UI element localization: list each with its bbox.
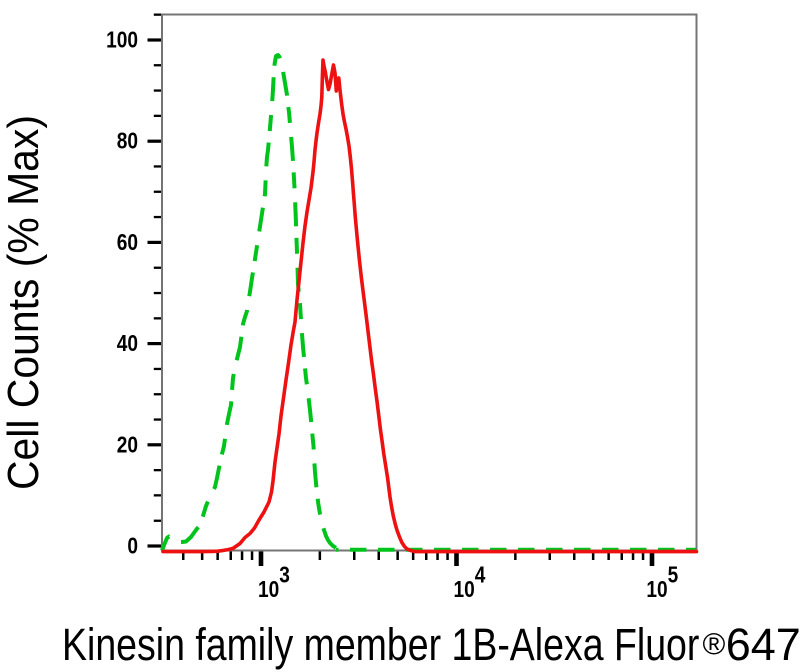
- svg-text:20: 20: [117, 432, 138, 458]
- svg-text:60: 60: [117, 229, 138, 255]
- svg-text:Kinesin family member 1B-Alexa: Kinesin family member 1B-Alexa Fluor: [62, 620, 700, 670]
- svg-text:40: 40: [117, 330, 138, 356]
- svg-text:80: 80: [117, 128, 138, 154]
- svg-text:®: ®: [703, 627, 726, 662]
- svg-text:Cell Counts (% Max): Cell Counts (% Max): [0, 115, 47, 490]
- svg-text:100: 100: [106, 27, 138, 53]
- svg-text:647: 647: [726, 619, 801, 670]
- svg-text:0: 0: [127, 533, 138, 559]
